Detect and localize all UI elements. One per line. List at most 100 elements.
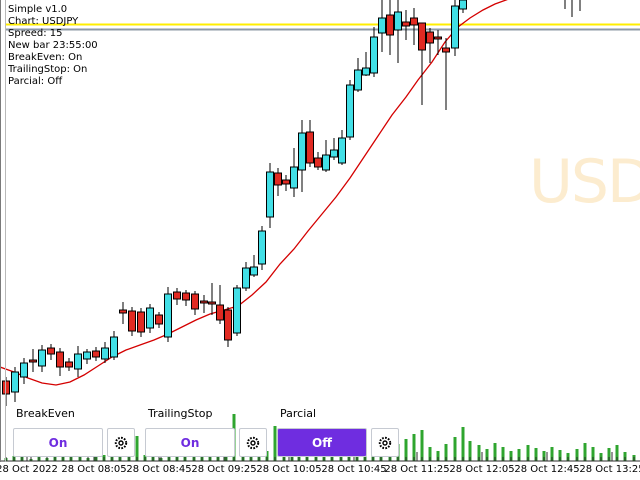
volume-bar — [526, 445, 530, 461]
candle-body — [92, 350, 100, 358]
volume-bar — [623, 452, 627, 461]
time-axis-label: 28 Oct 2022 — [0, 464, 58, 475]
parcial-control-group: Parcial Off — [277, 407, 399, 457]
volume-bar — [591, 447, 595, 461]
candle-body — [451, 5, 459, 49]
candle-body — [173, 291, 181, 300]
parcial-toggle-button[interactable]: Off — [277, 428, 367, 457]
time-axis-label: 28 Oct 11:25 — [384, 464, 450, 475]
candle-body — [83, 351, 91, 360]
candle-body — [402, 21, 410, 27]
time-axis-label: 28 Oct 10:05 — [256, 464, 322, 475]
gear-icon — [246, 436, 260, 449]
candle-body — [442, 47, 450, 53]
overlay-line-1: Chart: USDJPY — [8, 16, 79, 27]
candle-body — [250, 266, 258, 276]
parcial-settings-button[interactable] — [371, 428, 399, 457]
volume-bar — [453, 437, 457, 461]
time-axis: 28 Oct 2022 28 Oct 08:05 28 Oct 08:45 28 Oc… — [0, 464, 640, 480]
candle-body — [378, 17, 386, 34]
overlay-line-3: New bar 23:55:00 — [8, 40, 98, 51]
gear-icon — [378, 436, 392, 449]
candle-body — [322, 154, 330, 171]
candle-body — [459, 0, 467, 10]
candle-body — [56, 351, 64, 368]
time-axis-label: 28 Oct 12:45 — [514, 464, 580, 475]
overlay-line-0: Simple v1.0 — [8, 4, 68, 15]
candle-body — [110, 336, 118, 358]
gear-icon — [114, 436, 128, 449]
time-axis-label: 28 Oct 10:45 — [321, 464, 387, 475]
candle-body — [119, 309, 127, 314]
trailingstop-label: TrailingStop — [148, 407, 213, 420]
volume-bar — [444, 444, 448, 461]
volume-bar — [583, 443, 587, 461]
candle-body — [346, 84, 354, 138]
trailingstop-settings-button[interactable] — [239, 428, 267, 457]
candle-body — [233, 287, 241, 334]
window-border-left — [0, 0, 1, 462]
volume-bar — [273, 426, 277, 461]
parcial-label: Parcial — [280, 407, 317, 420]
candle-body — [137, 311, 145, 333]
volume-bar — [607, 448, 611, 461]
volume-bar — [420, 430, 424, 461]
volume-bar — [575, 449, 579, 461]
candle-body — [2, 380, 10, 395]
volume-bar — [501, 447, 505, 461]
candle-body — [298, 132, 306, 171]
volume-bar — [493, 443, 497, 461]
overlay-line-6: Parcial: Off — [8, 76, 63, 87]
volume-bar — [265, 451, 269, 461]
candle-body — [128, 310, 136, 332]
trailingstop-toggle-button[interactable]: On — [145, 428, 235, 457]
volume-bar — [558, 450, 562, 461]
watermark-symbol: USDJPY — [529, 147, 640, 217]
candle-body — [386, 14, 394, 36]
time-axis-label: 28 Oct 12:05 — [449, 464, 515, 475]
candle-body — [20, 362, 28, 378]
candle-body — [65, 361, 73, 368]
candle-body — [410, 17, 418, 26]
breakeven-label: BreakEven — [16, 407, 75, 420]
volume-bar — [517, 449, 521, 461]
candle-body — [258, 230, 266, 265]
candle-body — [330, 149, 338, 158]
time-axis-label: 28 Oct 08:45 — [126, 464, 192, 475]
volume-bar — [534, 448, 538, 461]
candle-body — [200, 300, 208, 304]
trailingstop-control-group: TrailingStop On — [145, 407, 267, 457]
volume-bar — [468, 441, 472, 461]
candle-body — [394, 11, 402, 31]
volume-bar — [436, 451, 440, 461]
candle-body — [216, 304, 224, 321]
candle-body — [74, 353, 82, 370]
candle-body — [208, 301, 216, 305]
candle-body — [146, 307, 154, 329]
candle-body — [101, 347, 109, 360]
volume-bar — [412, 434, 416, 461]
candle-body — [242, 267, 250, 289]
time-axis-label: 28 Oct 08:05 — [61, 464, 127, 475]
candle-body — [290, 166, 298, 189]
candle-body — [29, 359, 37, 363]
candle-body — [191, 293, 199, 310]
volume-bar — [477, 445, 481, 461]
candle-body — [314, 157, 322, 168]
breakeven-toggle-button[interactable]: On — [13, 428, 103, 457]
candle-body — [282, 179, 290, 185]
window-border-inner — [5, 0, 6, 462]
candle-body — [224, 309, 232, 341]
volume-bar — [485, 449, 489, 461]
breakeven-settings-button[interactable] — [107, 428, 135, 457]
candle-body — [274, 172, 282, 186]
volume-bar — [404, 439, 408, 461]
overlay-line-4: BreakEven: On — [8, 52, 83, 63]
time-axis-label: 28 Oct 13:25 — [579, 464, 640, 475]
candle-body — [155, 314, 163, 325]
candle-body — [38, 349, 46, 367]
overlay-line-5: TrailingStop: On — [8, 64, 88, 75]
volume-bar — [615, 445, 619, 461]
